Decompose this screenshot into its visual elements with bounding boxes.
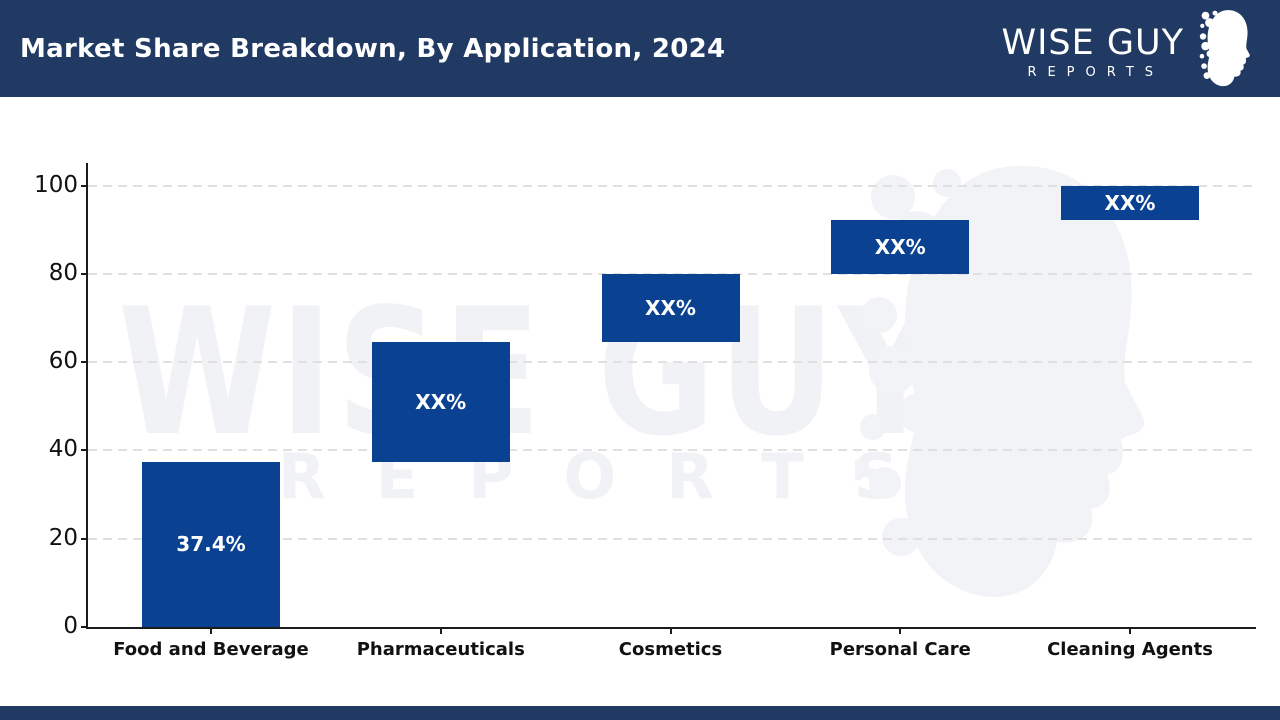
y-axis-tick-label: 60	[48, 348, 78, 375]
bar-food-and-beverage: 37.4%	[142, 461, 280, 627]
bar-value-label: XX%	[415, 389, 467, 414]
x-axis-tick	[899, 627, 902, 634]
gridline	[88, 537, 1256, 540]
bar-value-label: 37.4%	[176, 532, 246, 557]
gridline	[88, 272, 1256, 275]
y-axis-tick	[81, 184, 88, 187]
bar-value-label: XX%	[645, 296, 696, 320]
y-axis-tick-label: 20	[48, 524, 78, 551]
brand-head-icon	[1199, 10, 1250, 87]
brand-logo-text: WISE GUY REPORTS	[1001, 23, 1184, 80]
footer-bar	[0, 706, 1280, 720]
y-axis-tick-label: 100	[34, 171, 78, 198]
x-axis-category-label: Pharmaceuticals	[356, 639, 525, 660]
x-axis-category-label: Personal Care	[829, 639, 971, 660]
x-axis-tick	[669, 627, 672, 634]
bar-pharmaceuticals: XX%	[371, 341, 510, 462]
brand-name: WISE GUY	[1001, 22, 1184, 63]
y-axis-tick	[81, 626, 88, 628]
gridline	[88, 184, 1256, 187]
bar-cleaning-agents: XX%	[1061, 185, 1199, 221]
bar-personal-care: XX%	[831, 220, 970, 275]
gridline	[88, 361, 1256, 364]
header-bar: Market Share Breakdown, By Application, …	[0, 0, 1280, 97]
y-axis-tick	[81, 361, 88, 364]
y-axis-tick	[81, 449, 88, 452]
y-axis-tick-label: 80	[48, 259, 78, 286]
y-axis-tick-label: 40	[48, 436, 78, 463]
brand-logo: WISE GUY REPORTS	[1001, 10, 1266, 92]
y-axis-tick	[81, 537, 88, 540]
x-axis-category-label: Cleaning Agents	[1047, 639, 1213, 660]
y-axis-tick	[81, 272, 88, 275]
y-axis-tick-label: 0	[63, 613, 78, 639]
gridline	[88, 449, 1256, 452]
bar-value-label: XX%	[1104, 190, 1156, 215]
x-axis-tick	[210, 627, 212, 634]
x-axis-tick	[1129, 627, 1131, 634]
watermark-text-wiseguy: WISE GUY	[118, 272, 946, 475]
brand-subname: REPORTS	[1027, 64, 1165, 80]
bar-value-label: XX%	[874, 235, 926, 260]
x-axis-category-label: Cosmetics	[618, 639, 723, 660]
y-axis-line	[86, 163, 88, 629]
x-axis-tick	[439, 627, 442, 634]
bar-cosmetics: XX%	[601, 274, 740, 342]
x-axis-category-label: Food and Beverage	[113, 639, 309, 660]
page-title: Market Share Breakdown, By Application, …	[20, 33, 726, 64]
